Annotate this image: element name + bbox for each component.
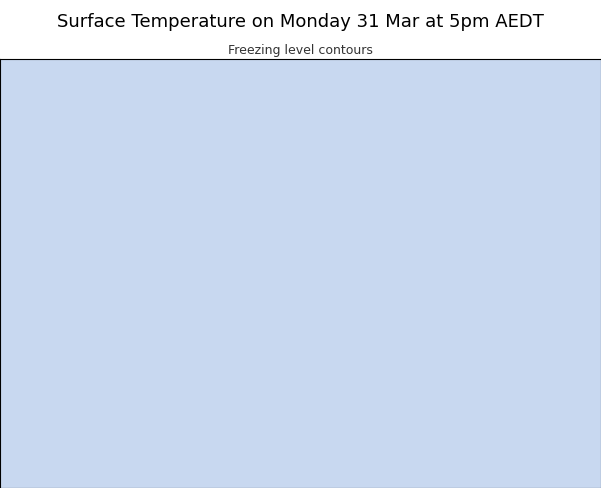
Text: Freezing level contours: Freezing level contours [228, 44, 373, 57]
Text: Surface Temperature on Monday 31 Mar at 5pm AEDT: Surface Temperature on Monday 31 Mar at … [57, 13, 544, 31]
